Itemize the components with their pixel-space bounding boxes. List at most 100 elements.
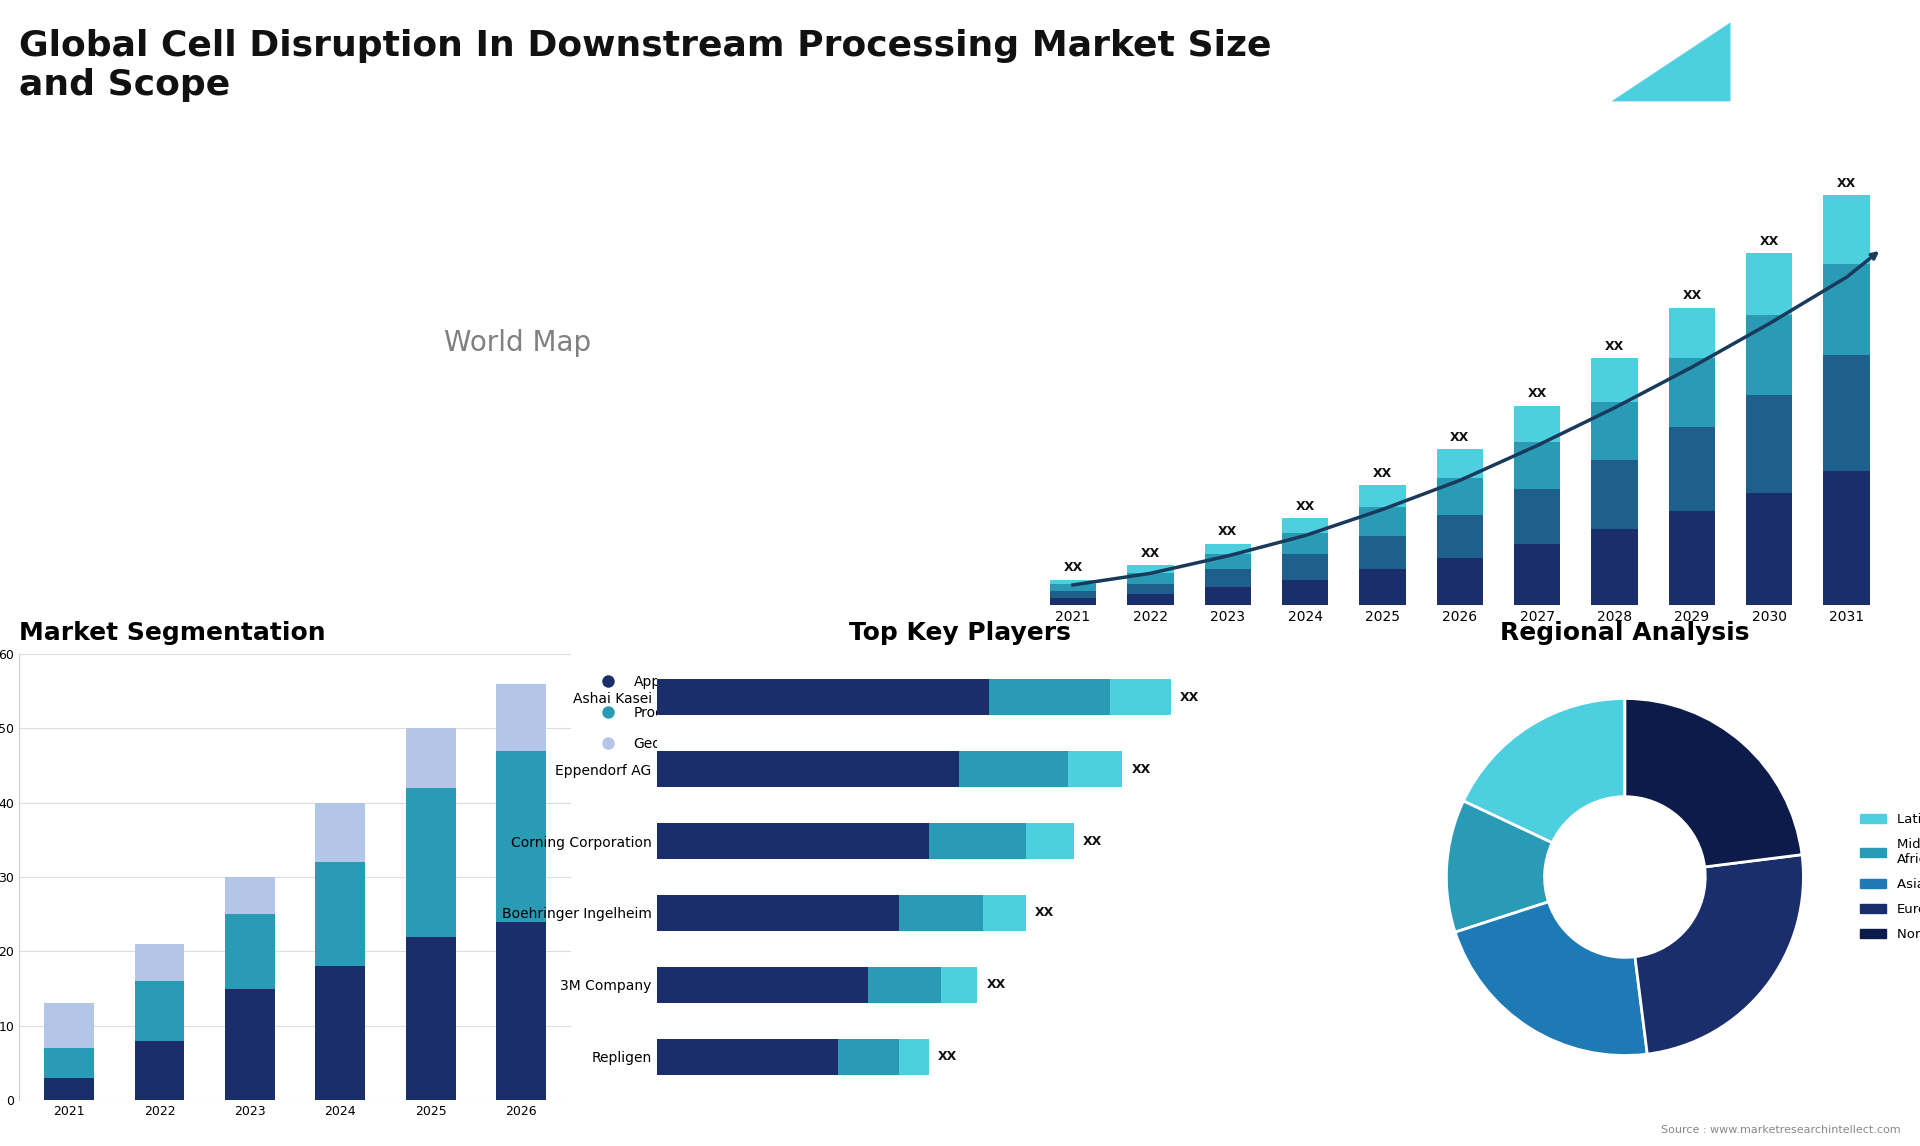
Bar bbox=[1515, 406, 1561, 442]
Bar bbox=[1283, 533, 1329, 555]
Bar bbox=[1745, 394, 1793, 493]
Bar bbox=[1515, 442, 1561, 489]
Bar bbox=[929, 823, 1025, 860]
Text: MARKET
RESEARCH
INTELLECT: MARKET RESEARCH INTELLECT bbox=[1761, 34, 1832, 86]
Bar bbox=[1436, 478, 1482, 515]
Text: XX: XX bbox=[1759, 235, 1780, 248]
Text: XX: XX bbox=[1064, 562, 1083, 574]
Bar bbox=[1668, 307, 1715, 359]
Bar bbox=[941, 967, 977, 1003]
Wedge shape bbox=[1455, 902, 1647, 1055]
Bar bbox=[1668, 427, 1715, 511]
Legend: Application, Product, Geography: Application, Product, Geography bbox=[589, 669, 716, 756]
Bar bbox=[1283, 580, 1329, 605]
Bar bbox=[495, 751, 545, 921]
Bar bbox=[1050, 583, 1096, 591]
Bar bbox=[960, 751, 1068, 787]
Bar bbox=[1592, 529, 1638, 605]
Text: Source : www.marketresearchintellect.com: Source : www.marketresearchintellect.com bbox=[1661, 1124, 1901, 1135]
Text: XX: XX bbox=[1837, 176, 1857, 189]
Text: World Map: World Map bbox=[444, 329, 591, 356]
Bar bbox=[1668, 359, 1715, 427]
Polygon shape bbox=[1611, 23, 1730, 101]
Bar bbox=[899, 895, 983, 931]
Bar bbox=[225, 877, 275, 915]
Bar bbox=[1204, 568, 1252, 587]
Text: XX: XX bbox=[1528, 387, 1548, 400]
Bar bbox=[657, 1039, 837, 1075]
Bar bbox=[1110, 680, 1171, 715]
Bar bbox=[1127, 565, 1173, 573]
Bar bbox=[1436, 449, 1482, 478]
Bar bbox=[989, 680, 1110, 715]
Bar bbox=[1283, 555, 1329, 580]
Bar bbox=[1592, 359, 1638, 402]
Bar bbox=[837, 1039, 899, 1075]
Text: XX: XX bbox=[1140, 547, 1160, 560]
Bar bbox=[1127, 595, 1173, 605]
Bar bbox=[1068, 751, 1123, 787]
Bar bbox=[1204, 543, 1252, 555]
Bar bbox=[1127, 583, 1173, 595]
Title: Regional Analysis: Regional Analysis bbox=[1500, 621, 1749, 645]
Bar bbox=[1824, 264, 1870, 355]
Bar bbox=[1436, 515, 1482, 558]
Bar bbox=[405, 728, 455, 787]
Bar bbox=[1283, 518, 1329, 533]
Bar bbox=[405, 787, 455, 936]
Bar bbox=[868, 967, 941, 1003]
Bar bbox=[657, 895, 899, 931]
Bar bbox=[1824, 471, 1870, 605]
Text: XX: XX bbox=[1373, 468, 1392, 480]
Bar bbox=[134, 1041, 184, 1100]
Bar bbox=[1127, 573, 1173, 583]
Bar bbox=[983, 895, 1025, 931]
Bar bbox=[1204, 555, 1252, 568]
Bar bbox=[1359, 508, 1405, 536]
Text: XX: XX bbox=[1682, 289, 1701, 303]
Bar bbox=[1515, 543, 1561, 605]
Bar bbox=[1745, 493, 1793, 605]
Bar bbox=[1359, 536, 1405, 568]
Bar bbox=[495, 684, 545, 751]
Wedge shape bbox=[1463, 698, 1624, 842]
Bar bbox=[1050, 598, 1096, 605]
Text: Global Cell Disruption In Downstream Processing Market Size
and Scope: Global Cell Disruption In Downstream Pro… bbox=[19, 29, 1271, 102]
Bar bbox=[657, 967, 868, 1003]
Title: Top Key Players: Top Key Players bbox=[849, 621, 1071, 645]
Bar bbox=[495, 921, 545, 1100]
Text: XX: XX bbox=[1083, 834, 1102, 848]
Bar bbox=[1515, 489, 1561, 543]
Bar bbox=[1745, 253, 1793, 315]
Text: XX: XX bbox=[1035, 906, 1054, 919]
Legend: Latin America, Middle East &
Africa, Asia Pacific, Europe, North America: Latin America, Middle East & Africa, Asi… bbox=[1855, 808, 1920, 947]
Bar bbox=[1592, 460, 1638, 529]
Wedge shape bbox=[1636, 855, 1803, 1054]
Bar bbox=[1668, 511, 1715, 605]
Bar bbox=[1050, 580, 1096, 583]
Bar bbox=[315, 862, 365, 966]
Text: XX: XX bbox=[1181, 691, 1200, 704]
Text: XX: XX bbox=[937, 1051, 958, 1063]
Bar bbox=[899, 1039, 929, 1075]
Text: XX: XX bbox=[1450, 431, 1469, 444]
Bar bbox=[1592, 402, 1638, 460]
Bar bbox=[134, 981, 184, 1041]
Text: XX: XX bbox=[1296, 500, 1315, 512]
Bar bbox=[657, 751, 960, 787]
Bar bbox=[44, 1078, 94, 1100]
Bar bbox=[405, 936, 455, 1100]
Bar bbox=[657, 823, 929, 860]
Text: XX: XX bbox=[987, 979, 1006, 991]
Bar bbox=[225, 989, 275, 1100]
Bar bbox=[1204, 587, 1252, 605]
Bar bbox=[1436, 558, 1482, 605]
Bar bbox=[1050, 591, 1096, 598]
Bar bbox=[1824, 355, 1870, 471]
Text: XX: XX bbox=[1131, 762, 1150, 776]
Bar bbox=[44, 1049, 94, 1078]
Wedge shape bbox=[1624, 698, 1803, 866]
Bar bbox=[657, 680, 989, 715]
Bar bbox=[315, 966, 365, 1100]
Text: XX: XX bbox=[1217, 525, 1236, 539]
